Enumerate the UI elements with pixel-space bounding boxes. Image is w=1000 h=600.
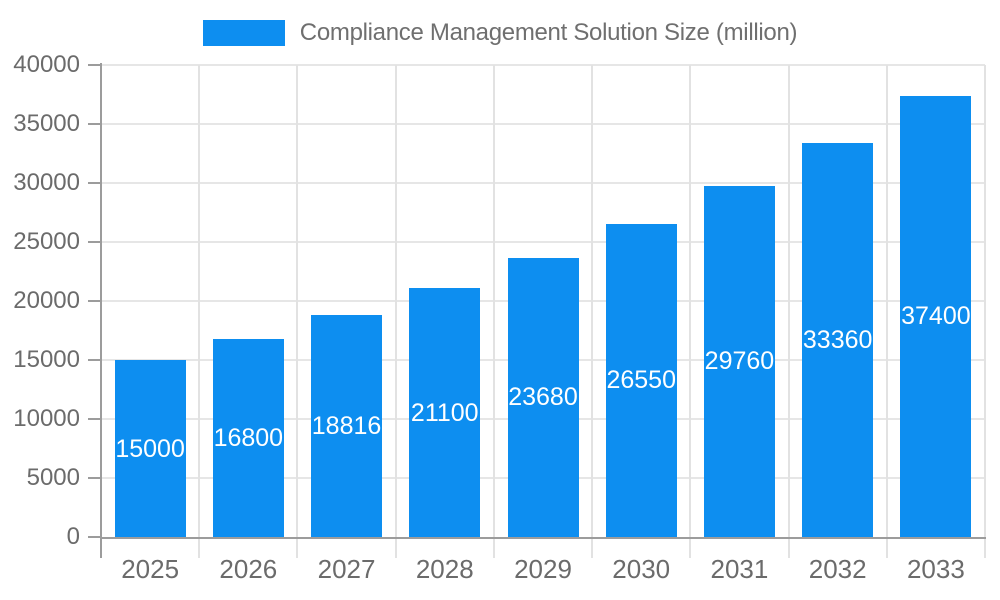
y-axis-label: 5000 [26, 464, 80, 491]
x-axis-label: 2027 [317, 554, 376, 584]
gridline-vertical [885, 65, 888, 558]
gridline-vertical [394, 65, 397, 558]
plot-area: 15000 16800 18816 21100 23680 26550 29760 33360… [101, 64, 986, 558]
y-axis-label: 35000 [13, 110, 80, 137]
x-axis-label: 2033 [906, 554, 965, 584]
x-axis-label: 2032 [808, 554, 867, 584]
y-axis-tick [88, 300, 101, 302]
x-axis-label: 2028 [415, 554, 474, 584]
x-axis-label: 2030 [612, 554, 671, 584]
y-axis-label: 10000 [13, 405, 80, 432]
bar-value-label: 18816 [311, 411, 382, 440]
y-axis-tick [88, 182, 101, 184]
gridline-horizontal [101, 182, 985, 184]
bar-value-label: 29760 [704, 347, 775, 376]
y-axis-label: 20000 [13, 287, 80, 314]
gridline-vertical [492, 65, 495, 558]
chart-legend: Compliance Management Solution Size (mil… [0, 19, 1000, 47]
gridline-horizontal [101, 123, 985, 125]
gridline-vertical [689, 65, 692, 558]
y-axis-label: 40000 [13, 51, 80, 78]
bar-2027 [311, 314, 383, 537]
gridline-horizontal [101, 241, 985, 243]
bar-value-label: 21100 [410, 398, 479, 427]
bar-2025 [114, 360, 186, 537]
y-axis-tick [88, 418, 101, 420]
bar-value-label: 15000 [115, 434, 185, 463]
legend-swatch [202, 20, 285, 46]
y-axis-label: 15000 [13, 346, 80, 373]
bar-value-label: 26550 [606, 366, 676, 395]
gridline-vertical [787, 65, 790, 558]
bar-value-label: 23680 [508, 383, 578, 412]
bar-value-label: 16800 [213, 423, 284, 452]
bar-2030 [605, 223, 677, 537]
y-axis-tick [88, 359, 101, 361]
x-axis-label: 2025 [121, 554, 180, 584]
y-axis-tick [88, 477, 101, 479]
y-axis-tick [88, 123, 101, 125]
legend-label: Compliance Management Solution Size (mil… [299, 19, 798, 46]
y-axis-line [100, 63, 102, 558]
gridline-vertical [296, 65, 299, 558]
y-axis-label: 25000 [13, 228, 80, 255]
x-axis-label: 2031 [710, 554, 769, 584]
y-axis-tick [88, 241, 101, 243]
bar-value-label: 33360 [802, 326, 873, 355]
bar-2026 [212, 338, 284, 537]
x-axis-label: 2029 [514, 554, 572, 584]
bar-value-label: 37400 [901, 302, 971, 331]
gridline-vertical [984, 65, 986, 558]
gridline-vertical [198, 65, 201, 558]
x-axis-label: 2026 [219, 554, 278, 584]
x-axis-line [100, 537, 986, 539]
y-axis-label: 0 [66, 523, 80, 550]
bar-2029 [507, 257, 579, 537]
gridline-vertical [591, 65, 594, 558]
y-axis-tick [88, 64, 101, 66]
bar-2032 [802, 143, 874, 537]
gridline-horizontal [101, 64, 985, 66]
bar-2028 [409, 288, 481, 537]
bar-2031 [703, 185, 775, 537]
y-axis-label: 30000 [13, 169, 80, 196]
bar-2033 [900, 95, 972, 537]
y-axis-tick [88, 536, 101, 538]
